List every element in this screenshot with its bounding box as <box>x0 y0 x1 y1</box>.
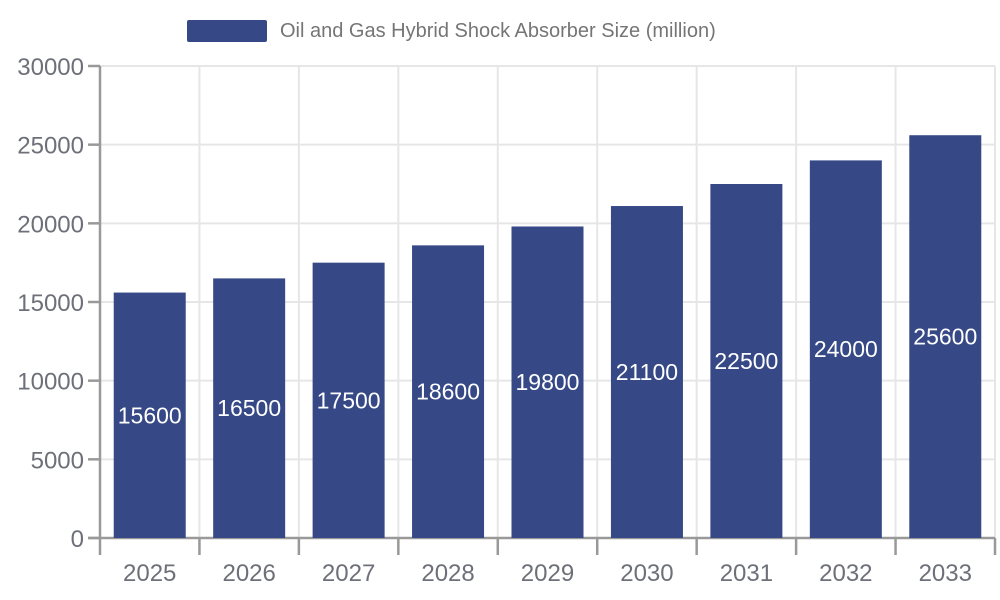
bar-value-label: 22500 <box>714 348 778 374</box>
bar-value-label: 21100 <box>616 359 678 385</box>
y-axis-tick-label: 15000 <box>17 290 84 317</box>
legend-swatch <box>187 20 267 42</box>
bar-value-label: 25600 <box>913 324 977 350</box>
y-axis-tick-label: 30000 <box>17 54 84 81</box>
bar-2026[interactable] <box>213 278 286 538</box>
bar-2025[interactable] <box>113 292 186 538</box>
y-axis-tick-label: 20000 <box>17 211 84 238</box>
bar-value-label: 17500 <box>317 387 381 413</box>
x-axis-label-2029: 2029 <box>521 560 574 587</box>
bar-value-label: 16500 <box>217 395 281 421</box>
bar-value-label: 24000 <box>814 336 878 362</box>
bar-2033[interactable] <box>909 135 982 538</box>
legend-label: Oil and Gas Hybrid Shock Absorber Size (… <box>280 20 716 42</box>
x-axis-label-2030: 2030 <box>620 560 673 587</box>
bar-2029[interactable] <box>511 226 584 539</box>
legend[interactable]: Oil and Gas Hybrid Shock Absorber Size (… <box>187 19 716 43</box>
x-axis-label-2032: 2032 <box>819 560 872 587</box>
y-axis-tick-label: 0 <box>71 526 84 553</box>
bar-2030[interactable] <box>610 206 683 538</box>
x-axis-label-2025: 2025 <box>123 560 176 587</box>
x-axis-label-2028: 2028 <box>421 560 474 587</box>
bar-value-label: 15600 <box>118 402 182 428</box>
bar-2031[interactable] <box>710 184 783 538</box>
y-axis-tick-label: 5000 <box>31 447 84 474</box>
bar-2027[interactable] <box>312 262 385 538</box>
y-axis-tick-label: 25000 <box>17 133 84 160</box>
x-axis-label-2027: 2027 <box>322 560 375 587</box>
x-axis-label-2031: 2031 <box>720 560 773 587</box>
bar-value-label: 19800 <box>516 369 580 395</box>
x-axis-label-2033: 2033 <box>919 560 972 587</box>
bar-2028[interactable] <box>412 245 485 539</box>
y-axis-tick-label: 10000 <box>17 369 84 396</box>
x-axis-label-2026: 2026 <box>222 560 275 587</box>
bar-2032[interactable] <box>809 160 882 538</box>
bar-value-label: 18600 <box>416 379 480 405</box>
